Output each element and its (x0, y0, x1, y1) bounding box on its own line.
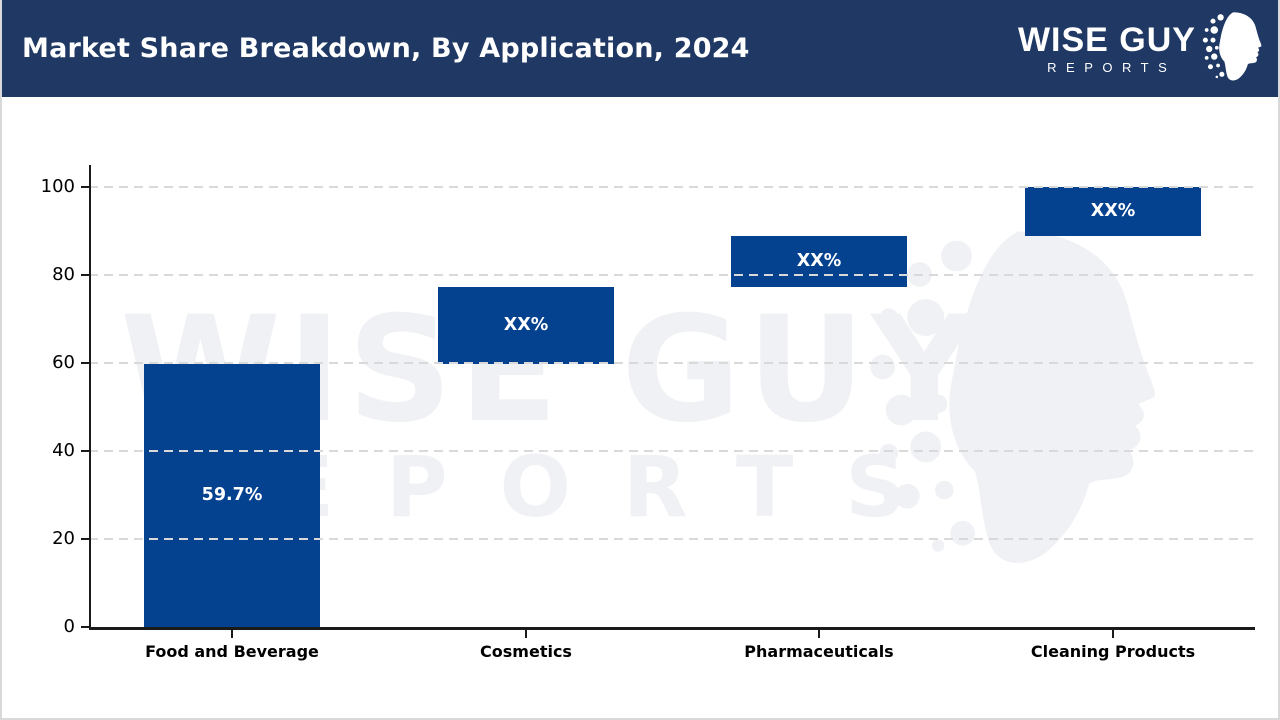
y-tick-label: 40 (52, 440, 75, 461)
wise-guy-reports-logo: WISE GUY REPORTS (1018, 11, 1264, 87)
x-axis-label: Pharmaceuticals (744, 642, 894, 661)
x-axis-label: Cosmetics (480, 642, 572, 661)
y-tick-mark (81, 538, 89, 540)
x-axis-label: Cleaning Products (1030, 642, 1196, 661)
bar-food-and-beverage (144, 364, 320, 627)
y-tick-mark (81, 274, 89, 276)
bar-cosmetics (438, 287, 614, 365)
bar-value-label: XX% (503, 315, 549, 336)
x-tick-mark (1112, 630, 1114, 638)
header: Market Share Breakdown, By Application, … (2, 0, 1278, 97)
bar-pharmaceuticals (731, 235, 907, 288)
bar-value-label: XX% (796, 250, 842, 271)
bar-cleaning-products (1025, 187, 1201, 236)
x-tick-mark (818, 630, 820, 638)
bar-value-label: XX% (1090, 201, 1136, 221)
y-tick-mark (81, 186, 89, 188)
x-tick-mark (525, 630, 527, 638)
gridline (89, 538, 1255, 540)
y-tick-label: 60 (52, 352, 75, 373)
y-tick-mark (81, 450, 89, 452)
x-axis (89, 627, 1255, 630)
chart-canvas: WISE GUY REPORTS 0 20 40 60 80 100 59.7% XX% XX%… (2, 97, 1278, 718)
logo-reports-label: REPORTS (1047, 59, 1177, 75)
x-axis-label: Food and Beverage (145, 642, 319, 661)
y-tick-label: 20 (52, 528, 75, 549)
logo-wordmark: WISE GUY (1017, 20, 1196, 59)
x-tick-mark (231, 630, 233, 638)
logo-face-icon (1200, 11, 1264, 87)
bar-value-label: 59.7% (201, 485, 263, 506)
gridline (89, 362, 1255, 364)
y-axis (89, 165, 91, 630)
y-tick-label: 80 (52, 264, 75, 285)
logo-text: WISE GUY REPORTS (1018, 23, 1196, 75)
chart-title: Market Share Breakdown, By Application, … (22, 33, 750, 64)
gridline (89, 450, 1255, 452)
y-tick-label: 0 (63, 616, 75, 637)
y-tick-label: 100 (40, 176, 75, 197)
y-tick-mark (81, 362, 89, 364)
plot-area: 0 20 40 60 80 100 59.7% XX% XX% XX% Food and Bever… (2, 97, 1278, 718)
y-tick-mark (81, 626, 89, 628)
gridline (89, 274, 1255, 276)
gridline (89, 186, 1255, 188)
